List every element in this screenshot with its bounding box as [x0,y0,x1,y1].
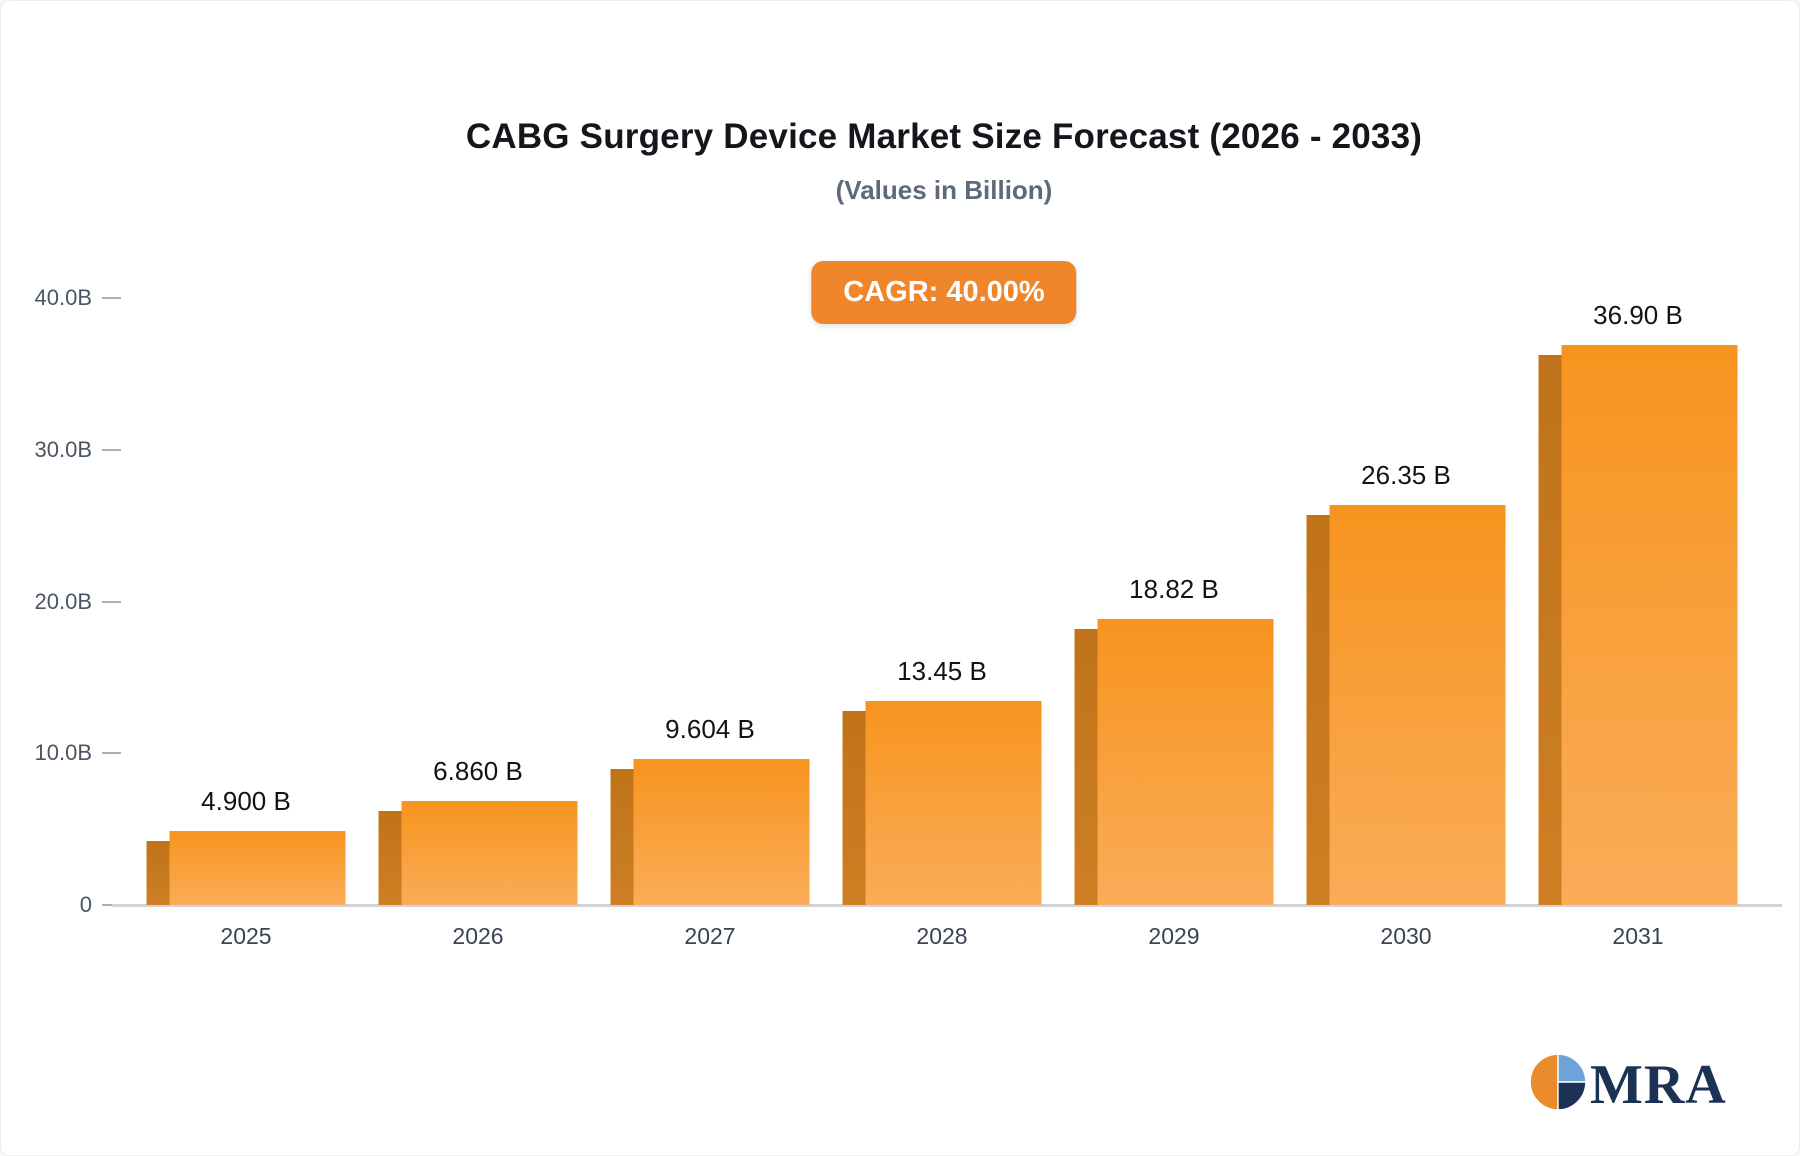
bar-front-face [633,759,810,905]
bar-side-face [610,769,634,905]
bar-slot: 6.860 B 2026 [362,298,594,949]
y-axis-label: 20.0B [34,588,93,614]
y-axis-tick [102,297,121,299]
bar-front-face [865,701,1042,905]
bar-slot: 9.604 B 2027 [594,298,826,949]
bar-slot: 4.900 B 2025 [130,298,362,949]
bar[interactable] [1074,619,1274,905]
x-axis-label: 2029 [1148,923,1200,949]
brand-logo: MRA [1529,1053,1727,1116]
y-axis-label: 30.0B [34,436,93,462]
x-axis-line [112,904,1782,907]
bar-value-label: 9.604 B [665,714,755,744]
bar-slot: 18.82 B 2029 [1058,298,1290,949]
bar-value-label: 4.900 B [201,786,291,816]
y-axis-label: 10.0B [34,740,93,766]
bar-front-face [401,801,578,905]
x-axis-label: 2027 [684,923,736,949]
chart-title: CABG Surgery Device Market Size Forecast… [465,117,1423,156]
x-axis-label: 2025 [220,923,272,949]
y-axis-tick [102,448,121,451]
logo-text: MRA [1590,1053,1727,1116]
bar-slot: 26.35 B 2030 [1290,298,1522,949]
bar-value-label: 26.35 B [1361,460,1451,490]
y-axis-label: 0 [79,892,92,917]
y-axis-tick [102,600,121,603]
bar-slot: 13.45 B 2028 [826,298,1058,949]
bar-value-label: 6.860 B [433,756,523,786]
y-axis-label: 40.0B [34,285,93,310]
plot-area: 4.900 B 2025 6.860 B 2026 9.604 B 2027 13.45 B… [130,298,1754,949]
bar[interactable] [610,759,810,905]
bar[interactable] [378,801,578,905]
bar[interactable] [146,831,346,905]
bar-side-face [842,711,866,905]
bar-front-face [1329,505,1506,905]
y-axis-tick [102,904,121,906]
x-axis-label: 2030 [1380,923,1432,949]
bar-side-face [1538,355,1562,905]
bar-side-face [1306,515,1330,905]
cagr-badge: CAGR: 40.00% [811,261,1077,324]
bar-value-label: 13.45 B [897,656,987,686]
x-axis-label: 2026 [452,923,504,949]
bar-slot: 36.90 B 2031 [1522,298,1754,949]
logo-pie-icon [1529,1053,1587,1116]
x-axis-label: 2031 [1612,923,1664,949]
bar-front-face [1561,345,1738,905]
bar-front-face [1097,619,1274,905]
x-axis-label: 2028 [916,923,968,949]
bar-side-face [378,811,402,905]
y-axis: 40.0B 30.0B 20.0B 10.0B 0 [1,285,130,917]
bar-side-face [1074,629,1098,905]
bar[interactable] [1538,345,1738,905]
bar-side-face [146,841,170,905]
bar[interactable] [842,701,1042,905]
y-axis-tick [102,752,121,755]
bar-front-face [169,831,346,905]
bar[interactable] [1306,505,1506,905]
bar-value-label: 36.90 B [1593,300,1683,330]
bar-value-label: 18.82 B [1129,574,1219,604]
chart-subtitle: (Values in Billion) [835,175,1053,205]
